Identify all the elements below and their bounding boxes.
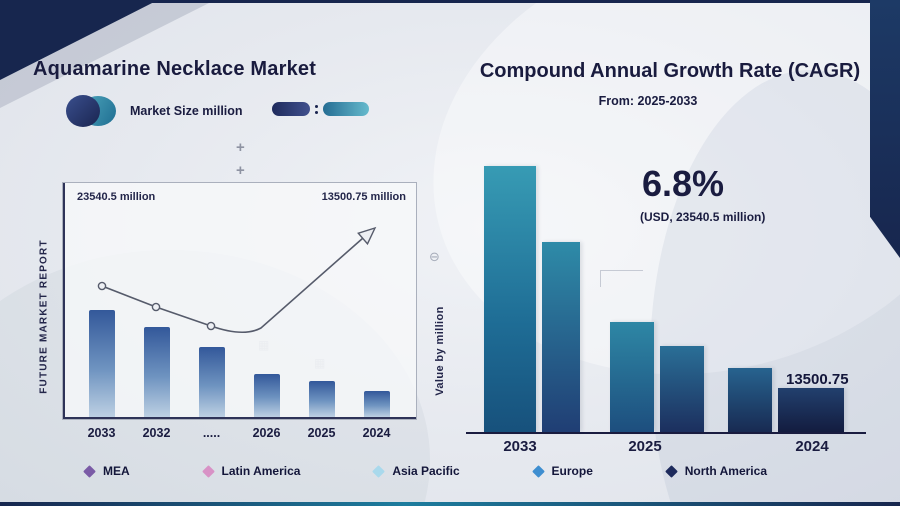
diamond-icon <box>83 464 96 478</box>
legend-item-label: MEA <box>103 464 130 478</box>
market-x-label: 2032 <box>142 426 171 440</box>
x-axis-line <box>63 417 416 419</box>
market-size-icon <box>66 95 118 127</box>
market-bar-1 <box>89 310 115 417</box>
plus-icon: + <box>236 139 245 156</box>
pill-segment-teal <box>323 102 369 116</box>
market-bar-6 <box>364 391 390 417</box>
market-x-label: 2024 <box>362 426 391 440</box>
cagr-bar-2024-market-size-low <box>778 388 844 432</box>
legend-item-europe: Europe <box>531 464 593 478</box>
cagr-bar-group-2025 <box>610 322 704 432</box>
bottom-border-line <box>0 502 900 506</box>
cagr-bar-2033-market-size-high <box>484 166 536 432</box>
value-callout: 13500.75 <box>786 371 849 388</box>
plus-icon: + <box>236 162 245 179</box>
cagr-bar-2024-market-size-high <box>728 368 772 432</box>
cylinder-icon-front <box>66 95 100 127</box>
pill-colon-dots <box>315 104 318 108</box>
right-edge-band <box>870 0 900 258</box>
y-axis-line <box>63 183 65 419</box>
market-size-legend-label: Market Size million <box>130 104 243 118</box>
step-decoration <box>600 270 643 287</box>
market-x-label: ..... <box>202 426 221 440</box>
future-market-report-label: FUTURE MARKET REPORT <box>38 239 50 394</box>
market-x-label: 2025 <box>307 426 336 440</box>
cagr-bar-2025-market-size-low <box>660 346 704 432</box>
diamond-icon <box>201 464 215 478</box>
legend-item-label: Europe <box>551 464 593 478</box>
legend-item-label: Asia Pacific <box>392 464 460 478</box>
market-x-labels: 2033 2032..... 2026 2025 2024 <box>74 426 404 440</box>
cagr-chart <box>466 160 866 434</box>
cagr-value: 6.8% <box>642 163 725 204</box>
market-bar-5 <box>309 381 335 417</box>
market-bar-2 <box>144 327 170 417</box>
legend-item-label: North America <box>684 464 767 478</box>
diamond-icon <box>664 464 678 478</box>
cagr-note: (USD, 23540.5 million) <box>640 210 766 224</box>
value-axis-label: Value by million <box>434 306 446 396</box>
legend-item-latin-america: Latin America <box>201 464 301 478</box>
market-x-label: 2026 <box>252 426 281 440</box>
legend-item-mea: MEA <box>83 464 130 478</box>
diamond-icon <box>531 464 545 478</box>
legend-item-asia-pacific: Asia Pacific <box>372 464 460 478</box>
market-x-label: 2033 <box>87 426 116 440</box>
cagr-bar-2033-market-size-low <box>542 242 580 432</box>
market-bars <box>89 310 390 417</box>
pill-segment-navy <box>272 102 310 116</box>
chart-min-value: 13500.75 million <box>321 191 406 203</box>
legend-item-north-america: North America <box>664 464 767 478</box>
cagr-title: Compound Annual Growth Rate (CAGR) <box>479 60 861 82</box>
cagr-bar-group-2024 <box>728 368 844 432</box>
circle-minus-icon: ⊖ <box>429 249 440 264</box>
market-bar-3 <box>199 347 225 417</box>
legend-pill-icon <box>272 102 369 116</box>
market-size-chart: 23540.5 million 13500.75 million <box>62 182 417 420</box>
footer-legend: MEA Latin America Asia Pacific Europe North … <box>83 464 767 478</box>
chart-max-value: 23540.5 million <box>77 191 156 203</box>
cagr-subtitle: From: 2025-2033 <box>598 94 698 108</box>
top-border-line <box>0 0 900 3</box>
diamond-icon <box>372 464 386 478</box>
legend-item-label: Latin America <box>221 464 301 478</box>
cagr-bar-2025-market-size-high <box>610 322 654 432</box>
cagr-bar-group-2033 <box>484 166 580 432</box>
page-title: Aquamarine Necklace Market <box>33 58 317 80</box>
market-bar-4 <box>254 374 280 417</box>
cagr-x-label: 2033 <box>503 438 537 455</box>
